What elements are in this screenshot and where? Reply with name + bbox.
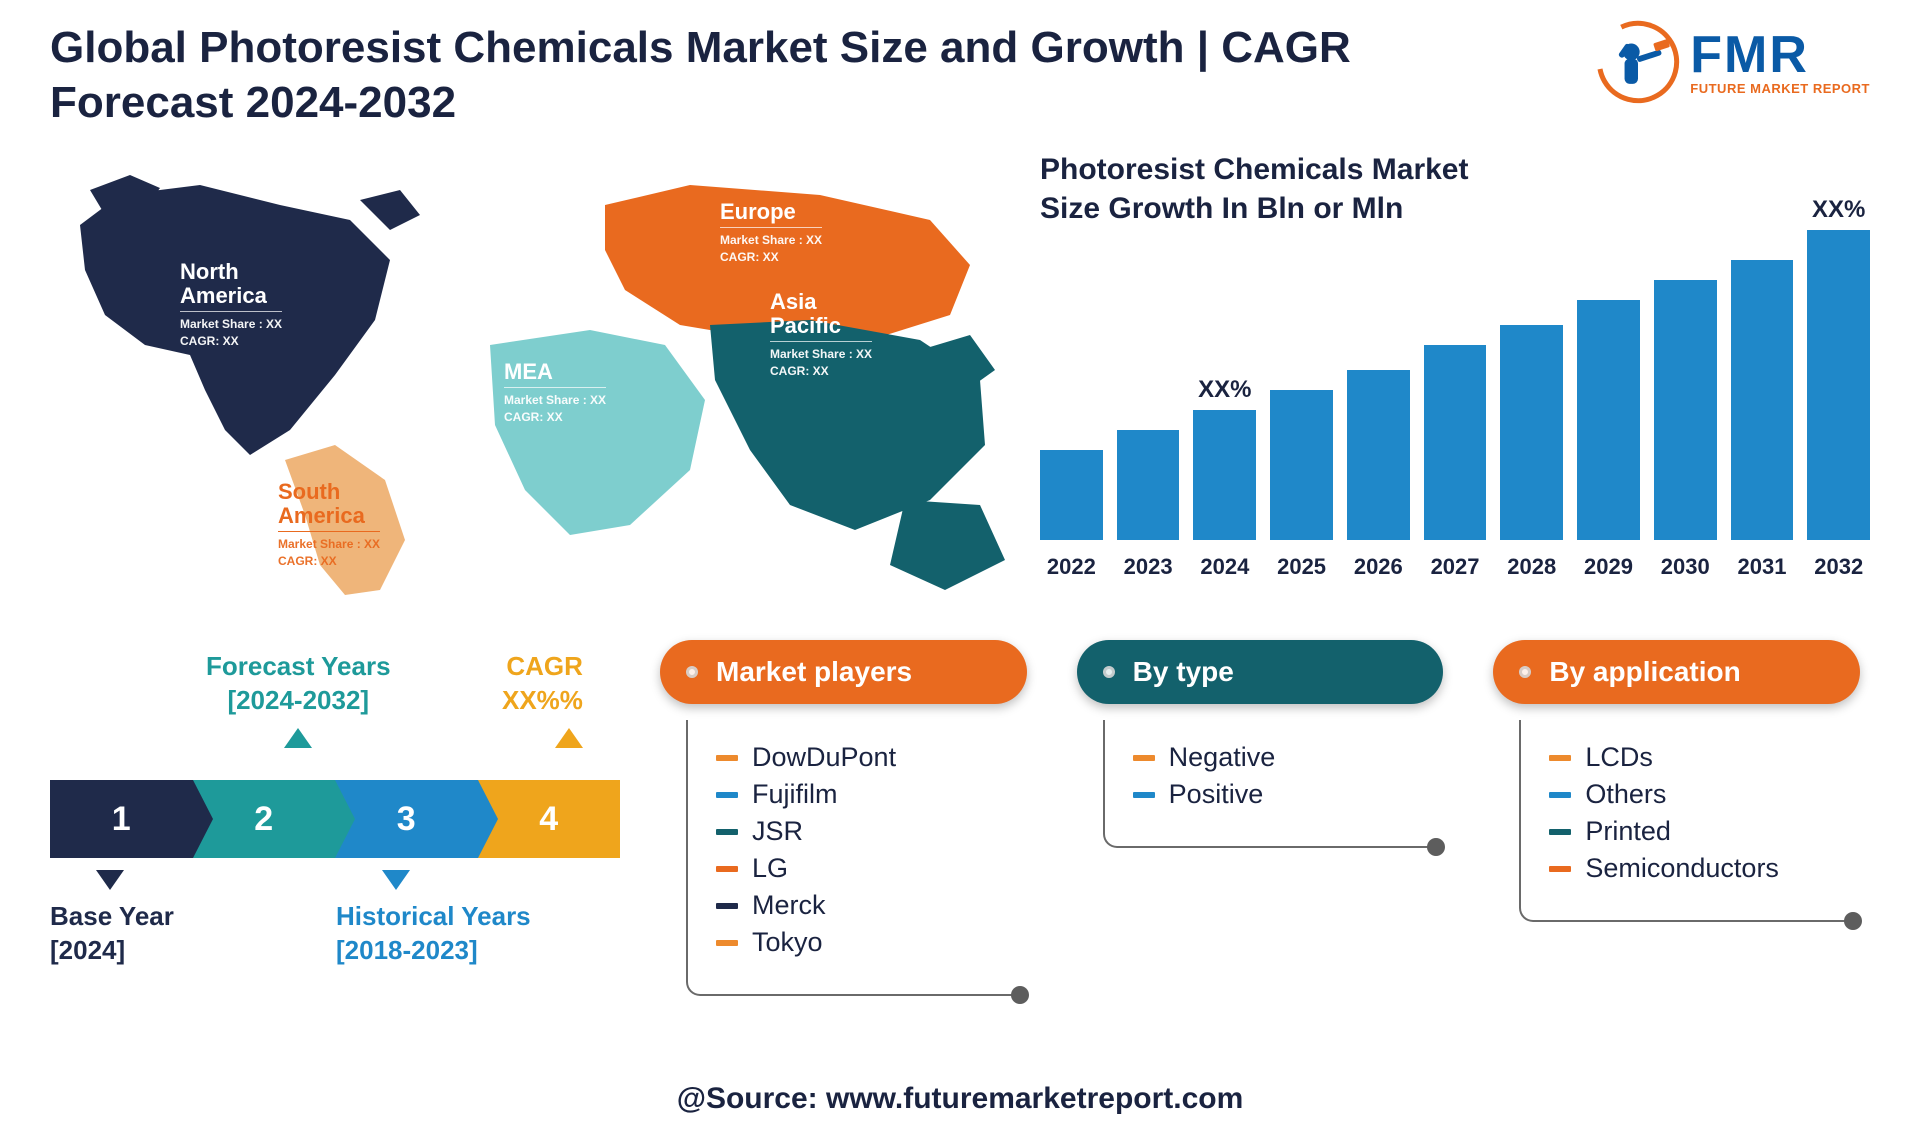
category-lists: Market players DowDuPont Fujifilm JSR LG Merc…	[660, 640, 1860, 996]
color-swatch-icon	[716, 903, 738, 909]
year-label: 2024	[1193, 554, 1256, 580]
year-label: 2030	[1654, 554, 1717, 580]
bar-2024: XX%	[1193, 376, 1256, 540]
bar-2030	[1654, 246, 1717, 540]
list-item: LCDs	[1549, 742, 1850, 773]
item-label: Semiconductors	[1585, 853, 1779, 884]
world-map: NorthAmericaMarket Share : XXCAGR: XX Sou…	[50, 170, 1010, 600]
timeline-infographic: Forecast Years[2024-2032] CAGRXX%% 1234 B…	[50, 650, 620, 1010]
timeline-segment-3: 3	[335, 780, 478, 858]
category-by-type: By type Negative Positive	[1077, 640, 1444, 996]
list-item: Positive	[1133, 779, 1434, 810]
bar-2028	[1500, 291, 1563, 540]
source-attribution: @Source: www.futuremarketreport.com	[0, 1082, 1920, 1116]
category-pill: Market players	[660, 640, 1027, 704]
year-label: 2023	[1117, 554, 1180, 580]
year-label: 2028	[1500, 554, 1563, 580]
item-label: Positive	[1169, 779, 1264, 810]
timeline-label-base-year: Base Year[2024]	[50, 870, 174, 968]
bar-2031	[1731, 226, 1794, 540]
timeline-label-forecast-years: Forecast Years[2024-2032]	[206, 650, 391, 748]
timeline-segment-2: 2	[193, 780, 336, 858]
category-pill: By application	[1493, 640, 1860, 704]
category-bracket: Negative Positive	[1103, 720, 1444, 848]
region-label-asia-pacific: AsiaPacificMarket Share : XXCAGR: XX	[770, 290, 872, 380]
logo-text: FMR	[1690, 29, 1870, 81]
timeline-label-cagr: CAGRXX%%	[502, 650, 583, 748]
category-by-application: By application LCDs Others Printed Semicondu…	[1493, 640, 1860, 996]
year-label: 2026	[1347, 554, 1410, 580]
list-item: Others	[1549, 779, 1850, 810]
year-label: 2025	[1270, 554, 1333, 580]
list-item: LG	[716, 853, 1017, 884]
category-pill: By type	[1077, 640, 1444, 704]
category-bracket: DowDuPont Fujifilm JSR LG Merck Tokyo	[686, 720, 1027, 996]
logo-icon	[1596, 20, 1680, 104]
list-item: DowDuPont	[716, 742, 1017, 773]
bar-annotation: XX%	[1812, 196, 1865, 226]
item-label: LCDs	[1585, 742, 1653, 773]
item-label: Negative	[1169, 742, 1276, 773]
year-label: 2031	[1731, 554, 1794, 580]
region-label-europe: EuropeMarket Share : XXCAGR: XX	[720, 200, 822, 266]
brand-logo: FMR FUTURE MARKET REPORT	[1596, 20, 1870, 104]
color-swatch-icon	[716, 829, 738, 835]
color-swatch-icon	[716, 940, 738, 946]
list-item: Merck	[716, 890, 1017, 921]
item-label: DowDuPont	[752, 742, 896, 773]
list-item: Fujifilm	[716, 779, 1017, 810]
page-title: Global Photoresist Chemicals Market Size…	[50, 20, 1450, 130]
header: Global Photoresist Chemicals Market Size…	[50, 20, 1870, 130]
bar-2025	[1270, 356, 1333, 540]
bar-2022	[1040, 416, 1103, 540]
color-swatch-icon	[1549, 755, 1571, 761]
list-item: Tokyo	[716, 927, 1017, 958]
color-swatch-icon	[1133, 792, 1155, 798]
list-item: Semiconductors	[1549, 853, 1850, 884]
item-label: Others	[1585, 779, 1666, 810]
item-label: JSR	[752, 816, 803, 847]
bar-annotation: XX%	[1198, 376, 1251, 406]
item-label: Tokyo	[752, 927, 823, 958]
color-swatch-icon	[1549, 792, 1571, 798]
region-label-mea: MEAMarket Share : XXCAGR: XX	[504, 360, 606, 426]
color-swatch-icon	[716, 755, 738, 761]
year-label: 2022	[1040, 554, 1103, 580]
year-label: 2029	[1577, 554, 1640, 580]
category-market-players: Market players DowDuPont Fujifilm JSR LG Merc…	[660, 640, 1027, 996]
color-swatch-icon	[1549, 829, 1571, 835]
year-label: 2027	[1424, 554, 1487, 580]
region-label-north-america: NorthAmericaMarket Share : XXCAGR: XX	[180, 260, 282, 350]
timeline-label-historical-years: Historical Years[2018-2023]	[336, 870, 531, 968]
list-item: Negative	[1133, 742, 1434, 773]
item-label: LG	[752, 853, 788, 884]
bar-2032: XX%	[1807, 196, 1870, 540]
logo-subtitle: FUTURE MARKET REPORT	[1690, 81, 1870, 96]
year-label: 2032	[1807, 554, 1870, 580]
chart-title: Photoresist Chemicals Market Size Growth…	[1040, 150, 1470, 228]
item-label: Fujifilm	[752, 779, 838, 810]
color-swatch-icon	[716, 866, 738, 872]
category-bracket: LCDs Others Printed Semiconductors	[1519, 720, 1860, 922]
growth-bar-chart: Photoresist Chemicals Market Size Growth…	[1040, 150, 1870, 580]
color-swatch-icon	[1549, 866, 1571, 872]
region-label-south-america: SouthAmericaMarket Share : XXCAGR: XX	[278, 480, 380, 570]
bar-2027	[1424, 311, 1487, 540]
item-label: Printed	[1585, 816, 1671, 847]
list-item: Printed	[1549, 816, 1850, 847]
color-swatch-icon	[716, 792, 738, 798]
timeline-segment-4: 4	[478, 780, 621, 858]
bar-2029	[1577, 266, 1640, 540]
timeline-segment-1: 1	[50, 780, 193, 858]
bar-2026	[1347, 336, 1410, 540]
bar-2023	[1117, 396, 1180, 540]
color-swatch-icon	[1133, 755, 1155, 761]
list-item: JSR	[716, 816, 1017, 847]
item-label: Merck	[752, 890, 826, 921]
